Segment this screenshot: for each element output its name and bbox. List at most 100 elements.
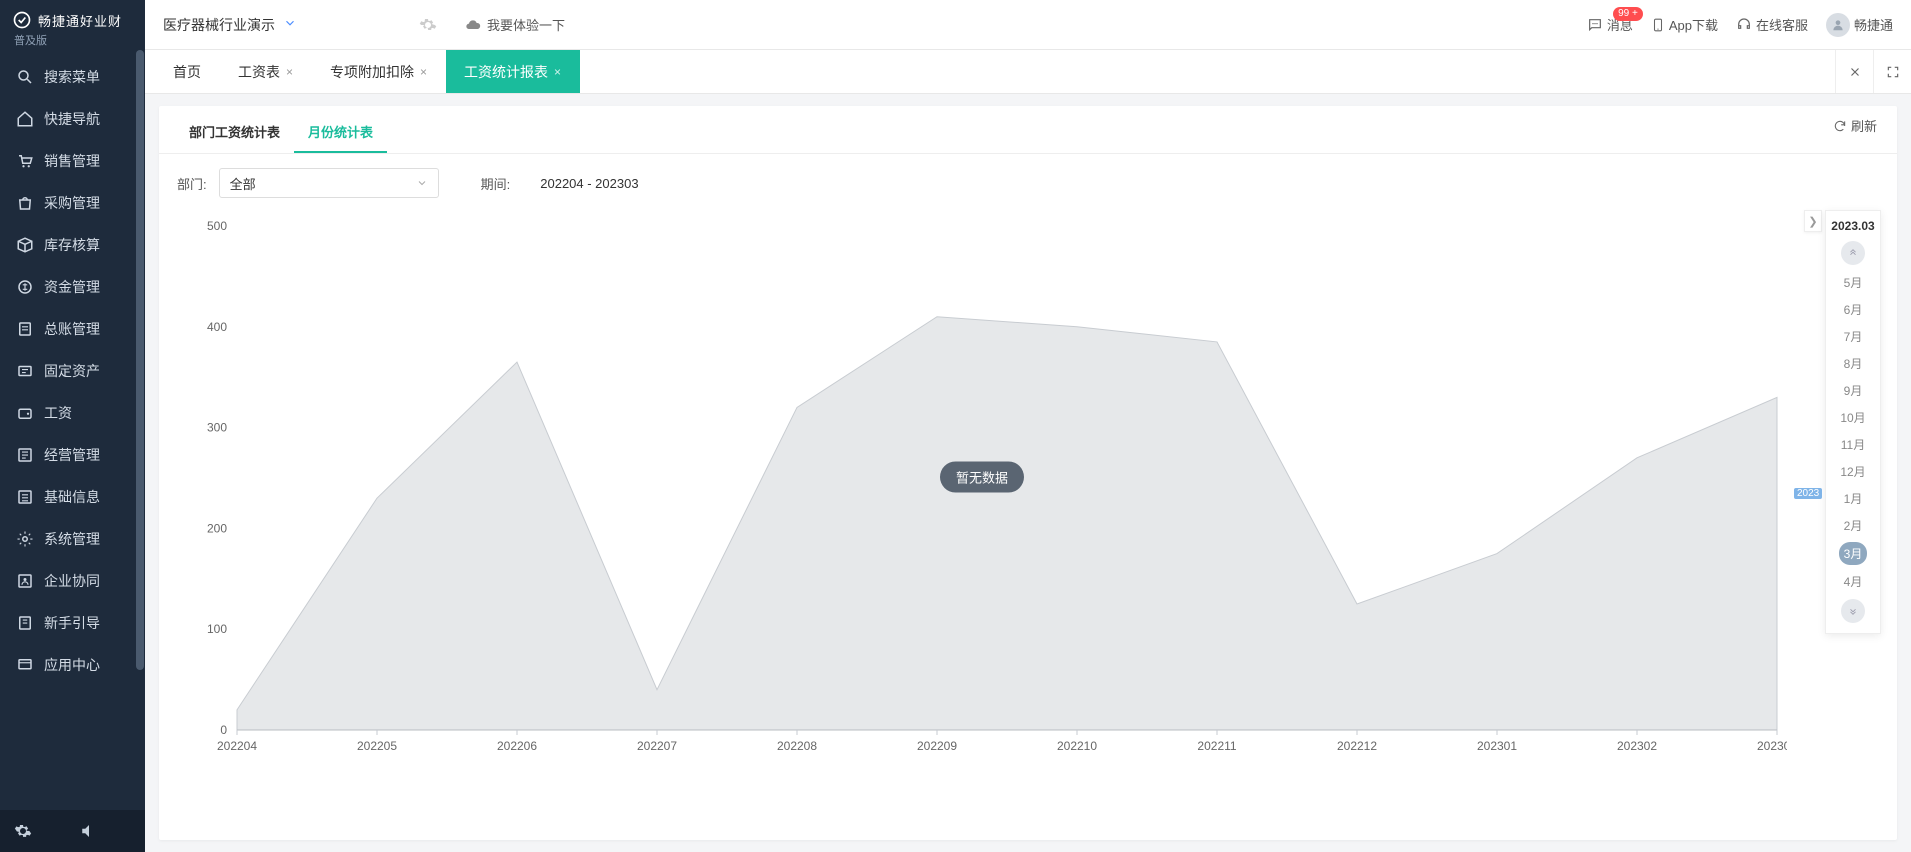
topbar-right: 消息 99 + App下载 在线客服 畅捷通 <box>1587 13 1893 37</box>
close-icon[interactable]: × <box>420 65 427 79</box>
apps-icon <box>16 656 34 674</box>
asset-icon <box>16 362 34 380</box>
period-label: 期间: <box>481 174 511 193</box>
date-nav-month-9[interactable]: 2月 <box>1826 512 1880 539</box>
content: 部门工资统计表月份统计表 刷新 部门: 全部 期间: 202204 - 2023… <box>145 94 1911 852</box>
dept-select[interactable]: 全部 <box>219 168 439 198</box>
sidebar-item-2[interactable]: 销售管理 <box>0 140 145 182</box>
svg-text:202301: 202301 <box>1477 739 1517 753</box>
user-name: 畅捷通 <box>1854 15 1893 34</box>
experience-link[interactable]: 我要体验一下 <box>465 15 565 34</box>
date-nav-month-5[interactable]: 10月 <box>1826 404 1880 431</box>
sidebar: 畅捷通好业财 普及版 搜索菜单快捷导航销售管理采购管理库存核算资金管理总账管理固… <box>0 0 145 852</box>
sidebar-item-1[interactable]: 快捷导航 <box>0 98 145 140</box>
sidebar-item-8[interactable]: 工资 <box>0 392 145 434</box>
date-nav-month-10[interactable]: 3月 <box>1839 542 1867 565</box>
fullscreen-button[interactable] <box>1873 50 1911 93</box>
chevron-down-icon <box>283 16 297 33</box>
manage-icon <box>16 446 34 464</box>
sub-tab-1[interactable]: 月份统计表 <box>294 114 387 153</box>
sidebar-scrollbar-thumb[interactable] <box>136 50 144 670</box>
sidebar-item-10[interactable]: 基础信息 <box>0 476 145 518</box>
customer-service-label: 在线客服 <box>1756 15 1808 34</box>
home-icon <box>16 110 34 128</box>
sidebar-item-12[interactable]: 企业协同 <box>0 560 145 602</box>
sidebar-item-7[interactable]: 固定资产 <box>0 350 145 392</box>
topbar: 医疗器械行业演示 我要体验一下 消息 99 + App下载 在线客服 畅捷通 <box>145 0 1911 50</box>
system-icon <box>16 530 34 548</box>
sidebar-item-4[interactable]: 库存核算 <box>0 224 145 266</box>
refresh-button[interactable]: 刷新 <box>1833 116 1877 135</box>
tab-0[interactable]: 首页 <box>155 50 220 93</box>
messages-button[interactable]: 消息 99 + <box>1587 15 1633 34</box>
date-nav-month-2[interactable]: 7月 <box>1826 323 1880 350</box>
sidebar-item-3[interactable]: 采购管理 <box>0 182 145 224</box>
svg-text:200: 200 <box>207 521 227 535</box>
date-nav-month-7[interactable]: 12月 <box>1826 458 1880 485</box>
tabs-actions <box>1835 50 1911 93</box>
collapse-date-nav-button[interactable]: ❯ <box>1804 210 1822 232</box>
tabs: 首页工资表×专项附加扣除×工资统计报表× <box>145 50 580 93</box>
info-icon <box>16 488 34 506</box>
tab-label: 工资表 <box>238 62 280 82</box>
refresh-label: 刷新 <box>1851 116 1877 135</box>
close-all-tabs-button[interactable] <box>1835 50 1873 93</box>
app-download-label: App下载 <box>1669 15 1718 34</box>
cart-icon <box>16 152 34 170</box>
sidebar-item-11[interactable]: 系统管理 <box>0 518 145 560</box>
svg-text:500: 500 <box>207 219 227 233</box>
headset-icon <box>1736 17 1752 33</box>
date-nav-month-1[interactable]: 6月 <box>1826 296 1880 323</box>
sidebar-item-label: 库存核算 <box>44 235 100 255</box>
date-nav-current: 2023.03 <box>1831 217 1874 237</box>
gear-icon[interactable] <box>14 822 32 840</box>
sidebar-item-9[interactable]: 经营管理 <box>0 434 145 476</box>
date-nav-month-3[interactable]: 8月 <box>1826 350 1880 377</box>
sidebar-item-label: 采购管理 <box>44 193 100 213</box>
settings-icon[interactable] <box>419 16 437 34</box>
period-value: 202204 - 202303 <box>540 176 638 191</box>
user-menu[interactable]: 畅捷通 <box>1826 13 1893 37</box>
sidebar-item-14[interactable]: 应用中心 <box>0 644 145 686</box>
app-download-button[interactable]: App下载 <box>1651 15 1718 34</box>
customer-service-button[interactable]: 在线客服 <box>1736 15 1808 34</box>
date-nav-month-0[interactable]: 5月 <box>1826 269 1880 296</box>
close-icon[interactable]: × <box>554 65 561 79</box>
project-name: 医疗器械行业演示 <box>163 15 275 35</box>
tab-3[interactable]: 工资统计报表× <box>446 50 580 93</box>
sidebar-item-label: 总账管理 <box>44 319 100 339</box>
svg-text:100: 100 <box>207 622 227 636</box>
sidebar-item-6[interactable]: 总账管理 <box>0 308 145 350</box>
dept-filter-label: 部门: <box>177 174 207 193</box>
speaker-icon[interactable] <box>80 822 98 840</box>
sidebar-scrollbar[interactable] <box>135 50 145 812</box>
svg-text:202205: 202205 <box>357 739 397 753</box>
sidebar-item-5[interactable]: 资金管理 <box>0 266 145 308</box>
experience-label: 我要体验一下 <box>487 15 565 34</box>
logo-text: 畅捷通好业财 <box>38 11 122 30</box>
date-nav-up-button[interactable] <box>1841 241 1865 265</box>
sidebar-item-label: 快捷导航 <box>44 109 100 129</box>
date-nav-month-4[interactable]: 9月 <box>1826 377 1880 404</box>
wallet-icon <box>16 404 34 422</box>
tab-1[interactable]: 工资表 × <box>220 50 312 93</box>
close-icon[interactable]: × <box>286 65 293 79</box>
date-nav-month-6[interactable]: 11月 <box>1826 431 1880 458</box>
box-icon <box>16 236 34 254</box>
sidebar-item-label: 基础信息 <box>44 487 100 507</box>
tab-2[interactable]: 专项附加扣除× <box>312 50 446 93</box>
sidebar-edition: 普及版 <box>0 32 145 56</box>
sidebar-logo[interactable]: 畅捷通好业财 <box>0 0 145 32</box>
sidebar-item-13[interactable]: 新手引导 <box>0 602 145 644</box>
chart: 0100200300400500202204202205202206202207… <box>177 216 1787 760</box>
sidebar-item-label: 新手引导 <box>44 613 100 633</box>
sidebar-item-0[interactable]: 搜索菜单 <box>0 56 145 98</box>
sub-tab-0[interactable]: 部门工资统计表 <box>175 114 294 153</box>
date-nav-month-11[interactable]: 4月 <box>1826 568 1880 595</box>
guide-icon <box>16 614 34 632</box>
project-selector[interactable]: 医疗器械行业演示 <box>163 15 413 35</box>
date-nav-down-button[interactable] <box>1841 599 1865 623</box>
svg-text:202210: 202210 <box>1057 739 1097 753</box>
date-nav-month-8[interactable]: 1月2023 <box>1826 485 1880 512</box>
sidebar-item-label: 系统管理 <box>44 529 100 549</box>
